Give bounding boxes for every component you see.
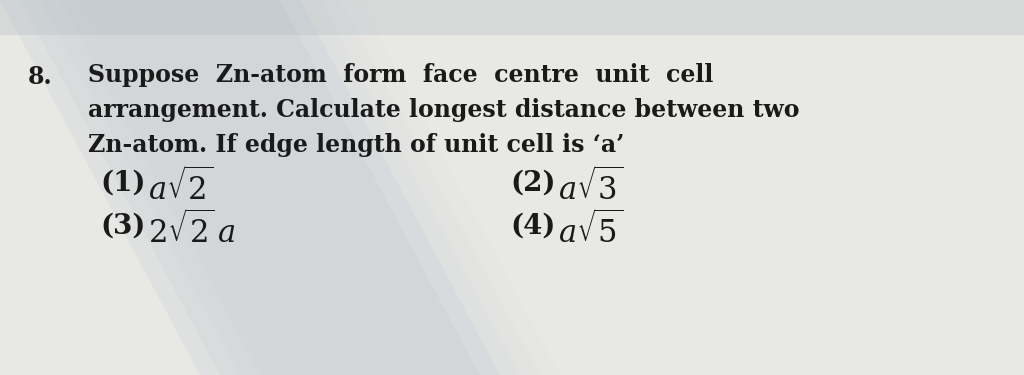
Text: $a\sqrt{3}$: $a\sqrt{3}$: [558, 167, 623, 206]
Polygon shape: [0, 0, 1024, 35]
Text: $a\sqrt{2}$: $a\sqrt{2}$: [148, 167, 213, 206]
Text: $2\sqrt{2}\,a$: $2\sqrt{2}\,a$: [148, 210, 236, 249]
Polygon shape: [20, 0, 500, 375]
Text: (3): (3): [100, 213, 145, 240]
Text: (1): (1): [100, 170, 145, 197]
Polygon shape: [0, 0, 480, 375]
Text: $a\sqrt{5}$: $a\sqrt{5}$: [558, 210, 623, 249]
Polygon shape: [60, 0, 540, 375]
Text: Zn-atom. If edge length of unit cell is ‘a’: Zn-atom. If edge length of unit cell is …: [88, 133, 625, 157]
Polygon shape: [40, 0, 520, 375]
Text: Suppose  Zn-atom  form  face  centre  unit  cell: Suppose Zn-atom form face centre unit ce…: [88, 63, 714, 87]
Text: arrangement. Calculate longest distance between two: arrangement. Calculate longest distance …: [88, 98, 800, 122]
Text: 8.: 8.: [28, 65, 52, 89]
Text: (2): (2): [510, 170, 555, 197]
Text: (4): (4): [510, 213, 555, 240]
